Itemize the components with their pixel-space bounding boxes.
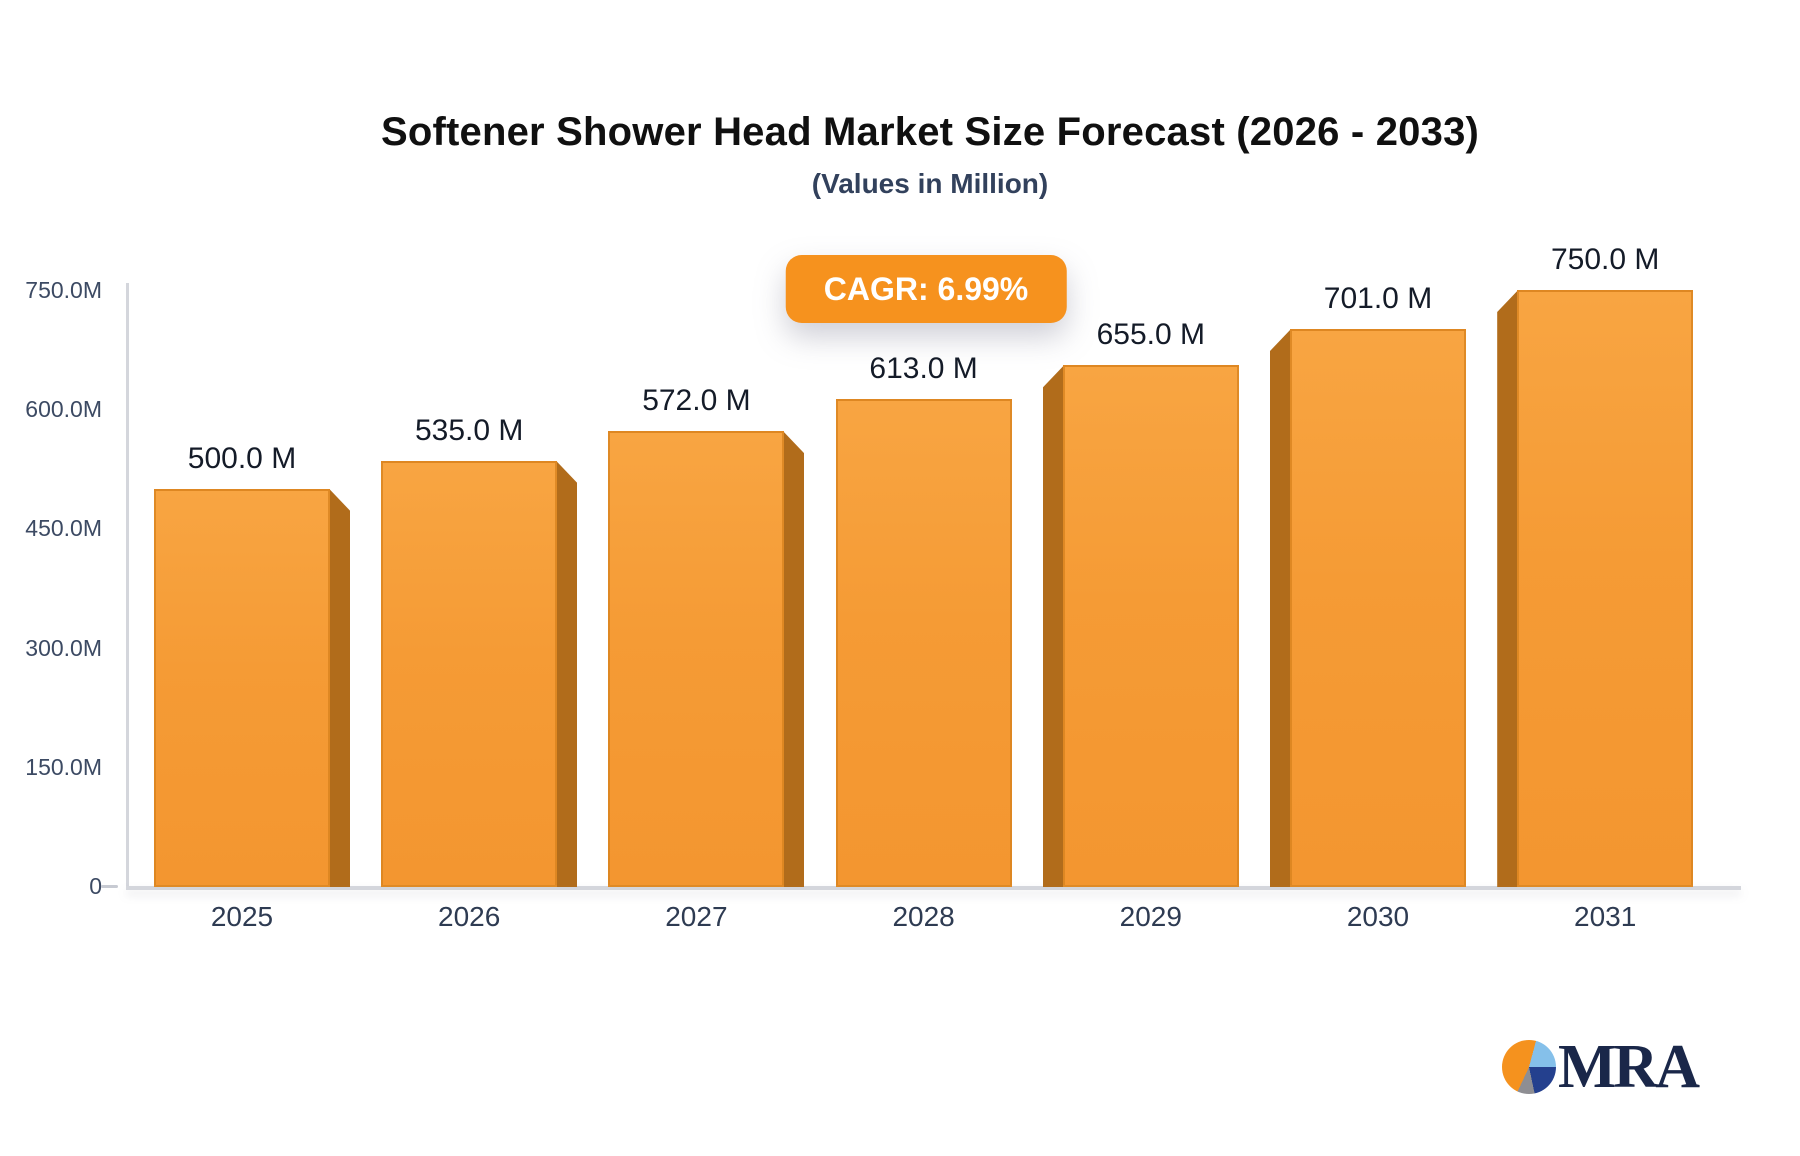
bar-2031: [1517, 290, 1694, 887]
bar-value-label-2025: 500.0 M: [187, 441, 297, 475]
chart-subtitle: (Values in Million): [811, 168, 1049, 199]
bar-value-label-2027: 572.0 M: [642, 384, 751, 418]
x-axis-label-2026: 2026: [438, 901, 501, 932]
logo-text: MRA: [1558, 1033, 1700, 1101]
bar-side-face-2026: [556, 460, 578, 887]
bar-side-face-2025: [329, 488, 350, 887]
y-axis-tick-150: 150.0M: [25, 753, 102, 780]
bar-value-label-2029: 655.0 M: [1096, 318, 1205, 352]
x-axis-label-2025: 2025: [210, 901, 274, 932]
chart-title: Softener Shower Head Market Size Forecas…: [380, 110, 1480, 154]
bar-side-face-2029: [1042, 365, 1064, 887]
x-axis-label-2030: 2030: [1346, 901, 1410, 932]
y-axis-zero-tick-mark: [101, 885, 118, 888]
x-axis-label-2031: 2031: [1574, 901, 1637, 932]
bar-2026: [381, 460, 558, 887]
mra-logo: MRA: [1502, 1033, 1700, 1101]
pie-chart-logo-icon: [1502, 1040, 1556, 1094]
y-axis-tick-600: 600.0M: [25, 396, 102, 423]
bar-side-face-2027: [783, 431, 805, 887]
bar-side-face-2030: [1270, 328, 1291, 887]
bar-2028: [835, 398, 1012, 887]
bar-2029: [1062, 365, 1239, 887]
bar-2030: [1290, 328, 1466, 887]
x-axis-label-2029: 2029: [1119, 901, 1182, 932]
cagr-badge: CAGR: 6.99%: [785, 255, 1067, 323]
bar-side-face-2031: [1497, 290, 1519, 887]
bar-2025: [154, 488, 330, 887]
x-axis-label-2027: 2027: [665, 901, 728, 932]
y-axis-tick-300: 300.0M: [25, 634, 102, 661]
y-axis-tick-750: 750.0M: [25, 277, 102, 303]
y-axis-tick-0: 0: [89, 873, 102, 899]
y-axis-line: [126, 283, 129, 890]
bar-value-label-2031: 750.0 M: [1550, 243, 1660, 276]
y-axis-tick-450: 450.0M: [25, 515, 102, 542]
bar-value-label-2028: 613.0 M: [869, 351, 978, 385]
x-axis-label-2028: 2028: [892, 901, 955, 932]
bar-value-label-2026: 535.0 M: [414, 413, 524, 447]
bar-2027: [608, 431, 785, 887]
x-axis-line: [126, 886, 1741, 890]
bar-value-label-2030: 701.0 M: [1323, 281, 1433, 315]
